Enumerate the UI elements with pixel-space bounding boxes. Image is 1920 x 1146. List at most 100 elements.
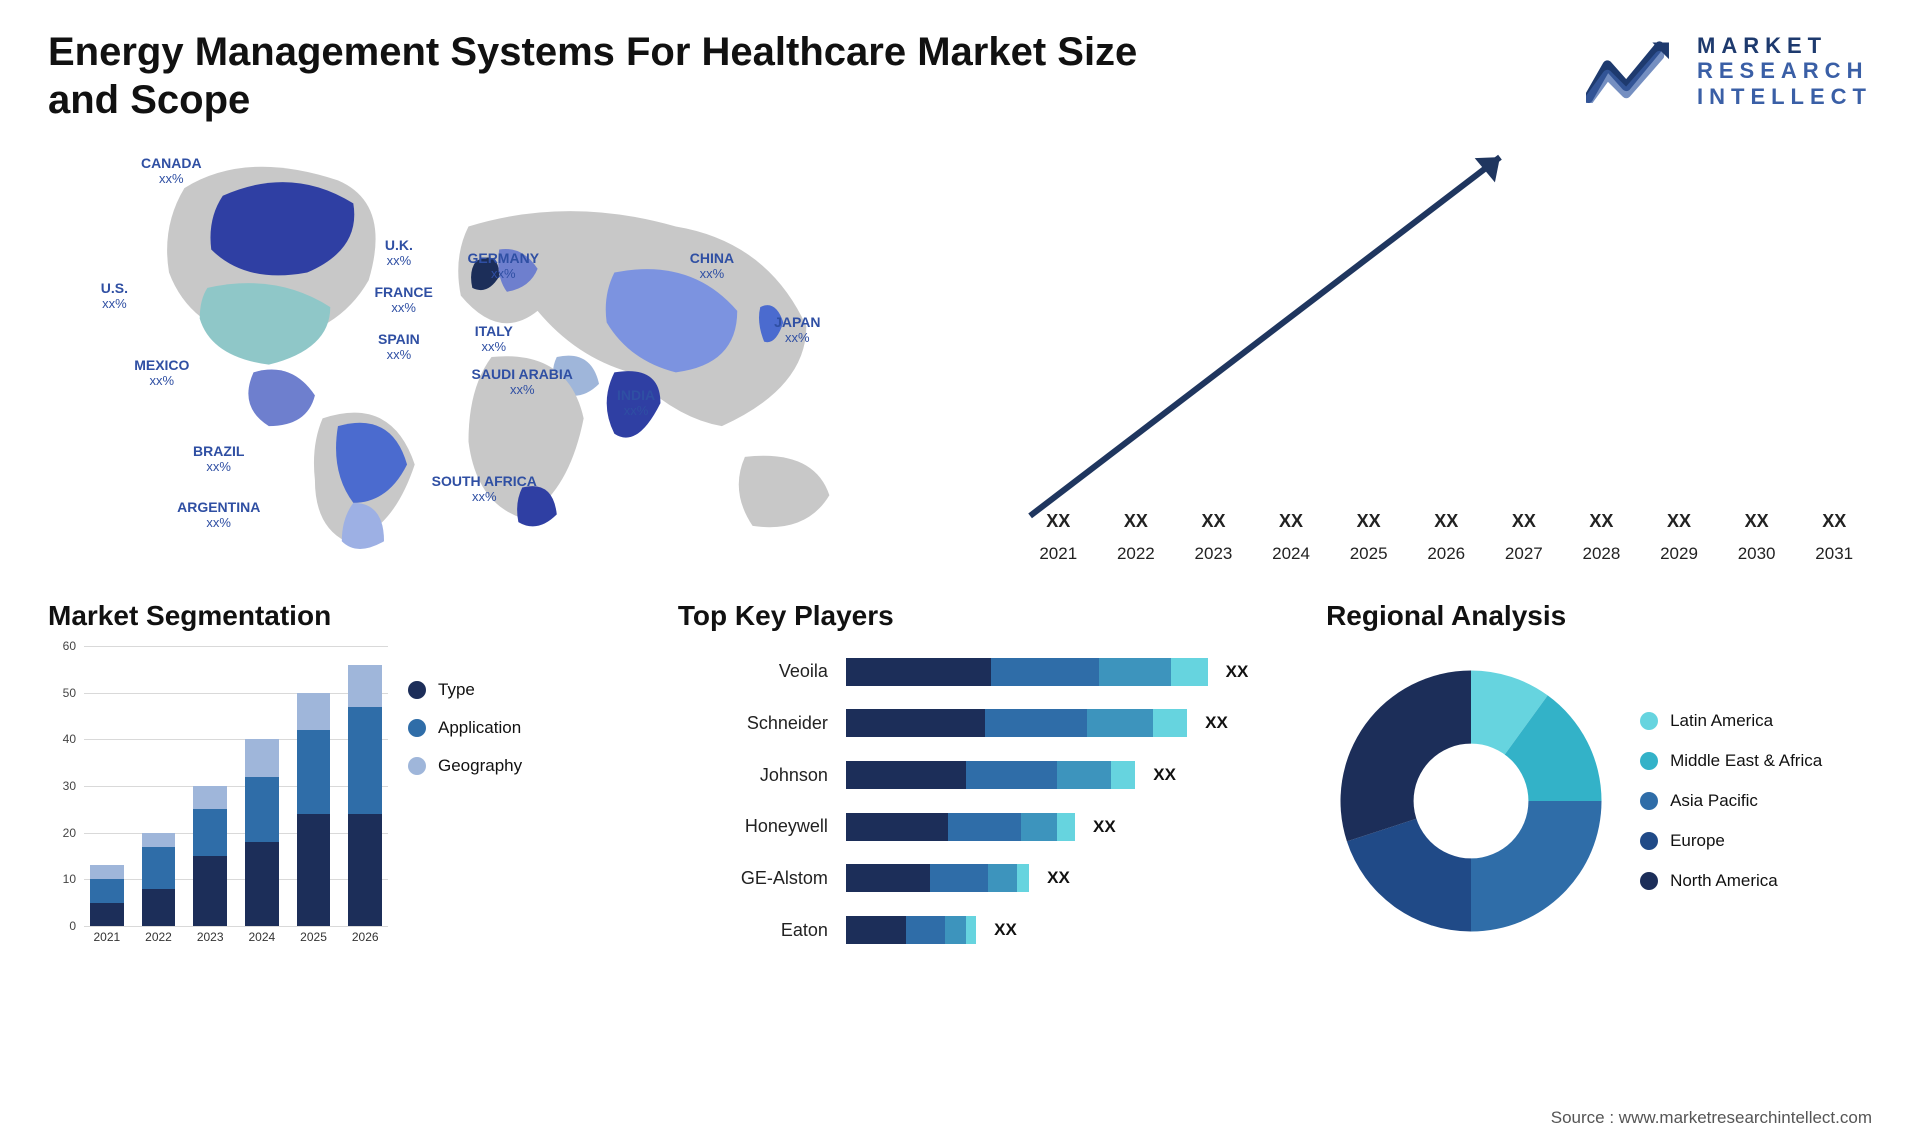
player-name: GE-Alstom: [678, 868, 828, 889]
key-players-panel: Top Key Players VeoilaSchneiderJohnsonHo…: [678, 600, 1298, 980]
map-label-name: SOUTH AFRICA: [432, 473, 537, 489]
regional-title: Regional Analysis: [1326, 600, 1891, 632]
player-bar-segment: [966, 761, 1056, 789]
seg-bar-segment: [193, 786, 227, 809]
growth-bar-value: XX: [1102, 511, 1170, 532]
player-bar-segment: [1021, 813, 1057, 841]
map-label-name: SPAIN: [378, 331, 420, 347]
growth-year-label: 2027: [1490, 544, 1558, 572]
region-legend-item: Asia Pacific: [1640, 791, 1891, 811]
seg-bar: [193, 646, 227, 926]
growth-year-label: 2023: [1180, 544, 1248, 572]
seg-bar-segment: [193, 856, 227, 926]
player-bar-segment: [1087, 709, 1153, 737]
seg-legend-item: Geography: [408, 756, 650, 776]
seg-bar-segment: [90, 865, 124, 879]
player-name: Veoila: [678, 661, 828, 682]
map-label: U.K.xx%: [385, 237, 413, 268]
player-bar-segment: [906, 916, 945, 944]
legend-label: Geography: [438, 756, 522, 776]
player-bar-segment: [1111, 761, 1135, 789]
player-bar: [846, 864, 1029, 892]
map-label-pct: xx%: [385, 253, 413, 268]
player-bar-row: XX: [846, 658, 1298, 686]
header-row: Energy Management Systems For Healthcare…: [48, 28, 1872, 124]
seg-bar-segment: [348, 707, 382, 814]
player-bar-segment: [846, 864, 930, 892]
seg-legend-item: Type: [408, 680, 650, 700]
player-value: XX: [1093, 817, 1116, 837]
player-bar-segment: [1057, 813, 1075, 841]
map-label-pct: xx%: [617, 403, 655, 418]
segmentation-chart: 0102030405060 202120222023202420252026: [48, 646, 388, 956]
seg-legend-item: Application: [408, 718, 650, 738]
legend-label: Latin America: [1670, 711, 1773, 731]
legend-label: North America: [1670, 871, 1778, 891]
seg-year-label: 2022: [142, 930, 176, 956]
player-bar-segment: [846, 709, 985, 737]
seg-year-label: 2026: [348, 930, 382, 956]
page-title: Energy Management Systems For Healthcare…: [48, 28, 1148, 124]
regional-legend: Latin AmericaMiddle East & AfricaAsia Pa…: [1640, 711, 1891, 891]
map-label-pct: xx%: [467, 266, 539, 281]
player-bar-segment: [948, 813, 1020, 841]
map-label: INDIAxx%: [617, 387, 655, 418]
map-label: GERMANYxx%: [467, 250, 539, 281]
regional-panel: Regional Analysis Latin AmericaMiddle Ea…: [1326, 600, 1891, 980]
segmentation-title: Market Segmentation: [48, 600, 650, 632]
seg-y-tick: 60: [48, 639, 76, 653]
seg-year-label: 2024: [245, 930, 279, 956]
regional-content: Latin AmericaMiddle East & AfricaAsia Pa…: [1326, 646, 1891, 956]
seg-bar: [245, 646, 279, 926]
map-label-name: ITALY: [475, 323, 513, 339]
map-label: MEXICOxx%: [134, 357, 189, 388]
region-legend-item: North America: [1640, 871, 1891, 891]
seg-bar-segment: [142, 833, 176, 847]
legend-swatch: [1640, 792, 1658, 810]
map-label-name: U.S.: [101, 280, 128, 296]
growth-year-label: 2030: [1723, 544, 1791, 572]
seg-bar: [90, 646, 124, 926]
seg-y-tick: 30: [48, 779, 76, 793]
page: Energy Management Systems For Healthcare…: [0, 0, 1920, 1146]
player-bar-segment: [846, 761, 967, 789]
regional-donut-chart: [1326, 656, 1616, 946]
player-bar: [846, 813, 1075, 841]
growth-chart: XXXXXXXXXXXXXXXXXXXXXX 20212022202320242…: [1020, 142, 1872, 572]
legend-label: Europe: [1670, 831, 1725, 851]
map-label-pct: xx%: [193, 459, 244, 474]
growth-year-label: 2029: [1645, 544, 1713, 572]
seg-bar: [348, 646, 382, 926]
player-bar-segment: [988, 864, 1017, 892]
key-players-content: VeoilaSchneiderJohnsonHoneywellGE-Alstom…: [678, 646, 1298, 956]
map-label-pct: xx%: [774, 330, 820, 345]
legend-swatch: [1640, 832, 1658, 850]
donut-hole: [1414, 744, 1529, 859]
player-bar-segment: [846, 658, 991, 686]
player-bar-segment: [846, 916, 906, 944]
player-bar-row: XX: [846, 864, 1298, 892]
map-label-name: JAPAN: [774, 314, 820, 330]
seg-bar-segment: [142, 889, 176, 926]
map-label-pct: xx%: [101, 296, 128, 311]
seg-bar: [142, 646, 176, 926]
seg-bar-segment: [297, 693, 331, 730]
logo: MARKET RESEARCH INTELLECT: [1586, 28, 1872, 114]
player-name: Johnson: [678, 765, 828, 786]
seg-y-tick: 50: [48, 686, 76, 700]
seg-bar-segment: [90, 879, 124, 902]
map-label: CANADAxx%: [141, 155, 202, 186]
seg-bar-segment: [193, 809, 227, 856]
growth-year-label: 2025: [1335, 544, 1403, 572]
map-label: SPAINxx%: [378, 331, 420, 362]
player-bar-segment: [1057, 761, 1111, 789]
player-bar: [846, 761, 1135, 789]
map-label-pct: xx%: [432, 489, 537, 504]
map-label-name: CANADA: [141, 155, 202, 171]
seg-year-label: 2025: [297, 930, 331, 956]
map-label-pct: xx%: [141, 171, 202, 186]
logo-line2: RESEARCH: [1697, 58, 1872, 83]
growth-chart-panel: XXXXXXXXXXXXXXXXXXXXXX 20212022202320242…: [1020, 142, 1872, 572]
player-value: XX: [994, 920, 1017, 940]
player-bar-row: XX: [846, 761, 1298, 789]
